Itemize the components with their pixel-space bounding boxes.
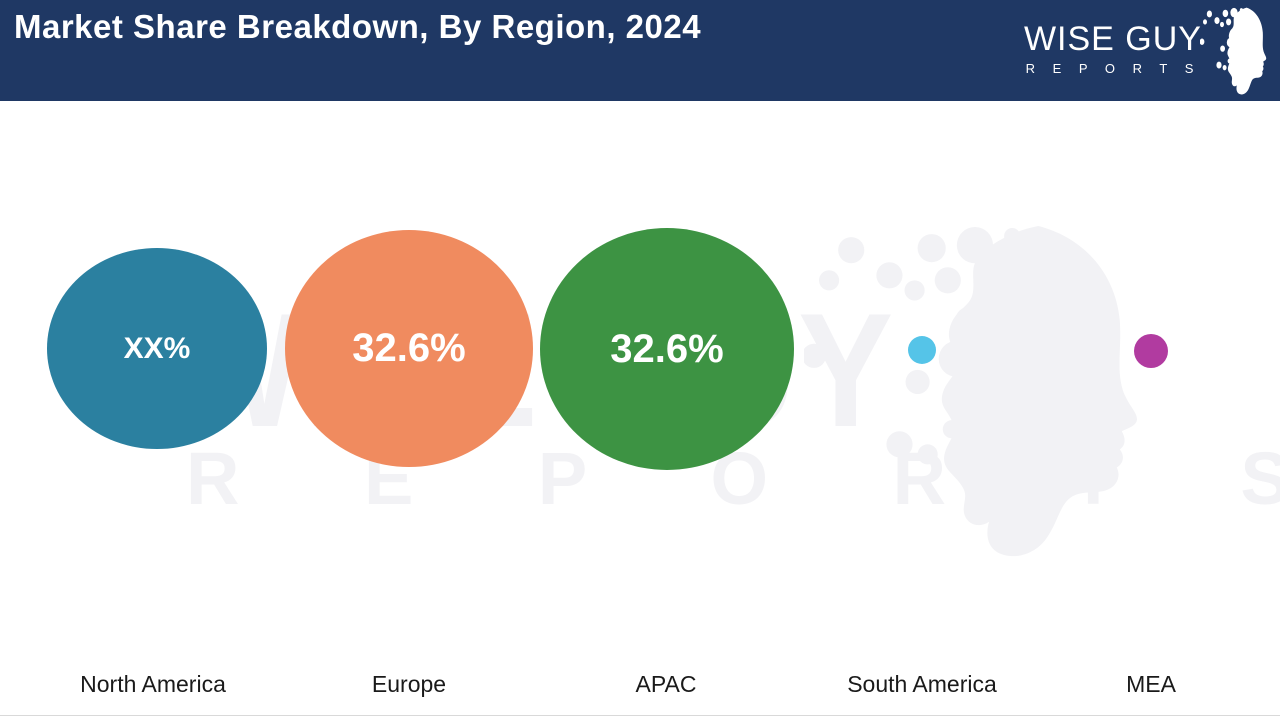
chart-baseline xyxy=(0,715,1280,716)
bubble-europe: 32.6% xyxy=(285,230,533,467)
chart-title: Market Share Breakdown, By Region, 2024 xyxy=(14,8,702,45)
category-label-mea: MEA xyxy=(1126,671,1176,697)
bubble-south-america xyxy=(908,336,936,364)
category-label-apac: APAC xyxy=(635,671,697,697)
brand-logo-text: WISE GUY R E P O R T S xyxy=(1024,20,1202,76)
brand-subtitle: R E P O R T S xyxy=(1025,60,1201,76)
bubble-mea xyxy=(1134,334,1168,368)
category-label-north-america: North America xyxy=(80,671,226,697)
brand-head-icon xyxy=(1200,6,1272,96)
watermark-head-icon xyxy=(800,220,1170,562)
header-bar: Market Share Breakdown, By Region, 2024 … xyxy=(0,0,1280,101)
category-label-europe: Europe xyxy=(371,671,447,697)
bubble-apac: 32.6% xyxy=(540,228,794,470)
bubble-value-apac: 32.6% xyxy=(610,326,724,371)
bubble-value-europe: 32.6% xyxy=(352,326,466,370)
brand-logo: WISE GUY R E P O R T S xyxy=(1024,0,1272,101)
bubble-value-north-america: XX% xyxy=(123,331,191,365)
bubble-north-america: XX% xyxy=(47,248,267,449)
category-label-south-america: South America xyxy=(847,671,997,697)
brand-name: WISE GUY xyxy=(1023,19,1202,58)
